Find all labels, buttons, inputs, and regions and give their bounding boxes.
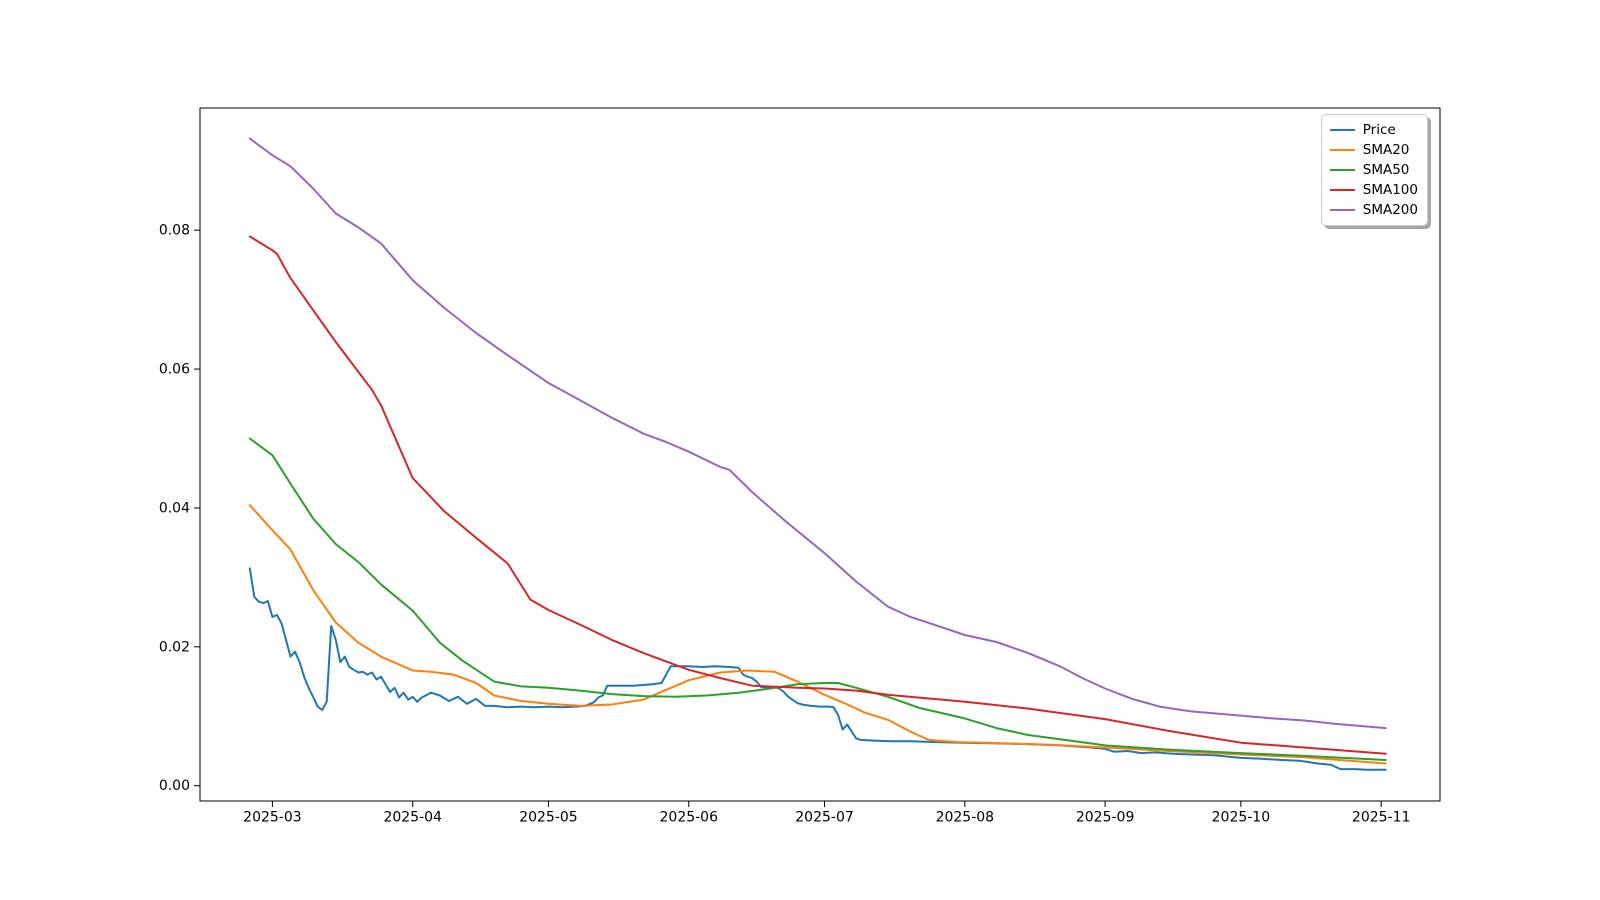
legend-label: Price <box>1362 122 1396 138</box>
legend-line-sample <box>1329 169 1355 171</box>
x-tick-label: 2025-05 <box>519 810 578 826</box>
series-line-sma50 <box>248 437 1387 761</box>
x-tick-label: 2025-08 <box>936 810 995 826</box>
legend-item-sma50: SMA50 <box>1329 160 1418 180</box>
x-tick-label: 2025-07 <box>795 810 854 826</box>
legend-line-sample <box>1329 189 1355 191</box>
legend: Price SMA20 SMA50 SMA100 SMA200 <box>1320 114 1428 226</box>
axes-spines <box>199 107 1441 802</box>
legend-label: SMA200 <box>1362 202 1418 218</box>
y-tick-label: 0.00 <box>159 778 190 794</box>
y-tick-label: 0.06 <box>159 362 190 378</box>
y-tick-label: 0.04 <box>159 500 190 516</box>
x-tick-label: 2025-06 <box>660 810 719 826</box>
y-tick-label: 0.02 <box>159 639 190 655</box>
legend-item-price: Price <box>1329 120 1418 140</box>
legend-line-sample <box>1329 129 1355 131</box>
legend-item-sma100: SMA100 <box>1329 180 1418 200</box>
legend-label: SMA50 <box>1362 162 1410 178</box>
legend-line-sample <box>1329 209 1355 211</box>
legend-line-sample <box>1329 149 1355 151</box>
legend-item-sma20: SMA20 <box>1329 140 1418 160</box>
series-line-sma20 <box>248 504 1387 765</box>
legend-label: SMA20 <box>1362 142 1410 158</box>
x-tick-label: 2025-03 <box>243 810 302 826</box>
x-tick-label: 2025-04 <box>383 810 442 826</box>
series-line-sma200 <box>248 137 1387 730</box>
x-tick-label: 2025-11 <box>1352 810 1411 826</box>
x-tick-label: 2025-09 <box>1076 810 1135 826</box>
x-tick-label: 2025-10 <box>1212 810 1271 826</box>
legend-label: SMA100 <box>1362 182 1418 198</box>
y-tick-label: 0.08 <box>159 223 190 239</box>
series-line-sma100 <box>248 235 1387 755</box>
legend-item-sma200: SMA200 <box>1329 200 1418 220</box>
